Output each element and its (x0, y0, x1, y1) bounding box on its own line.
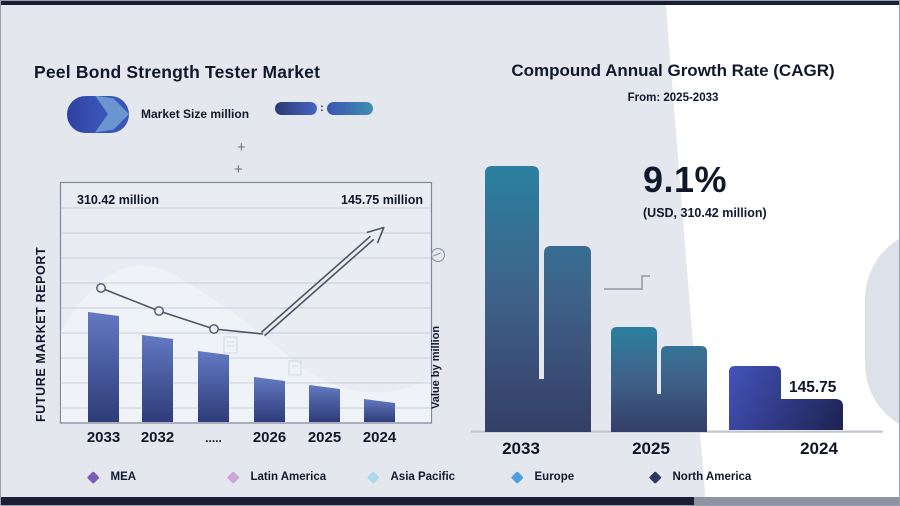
value-axis-label: Value by million (430, 325, 442, 409)
cagr-subtitle: From: 2025-2033 (627, 92, 719, 104)
diamond-icon (511, 470, 524, 484)
svg-text:.....: ..... (205, 431, 222, 445)
legend-item: North America (649, 466, 752, 488)
step-line-decoration (604, 275, 650, 290)
legend-label: MEA (110, 471, 137, 483)
market-size-chart: 310.42 million 145.75 million 2033 2032....… (59, 181, 433, 446)
series-label: Market Size million (141, 107, 250, 121)
plus-icon: + (237, 139, 246, 156)
minus-circle-icon (431, 248, 445, 262)
diamond-icon (367, 470, 380, 484)
legend-item: Latin America (227, 466, 327, 488)
pill-colon: : (320, 102, 324, 114)
legend-item: MEA (87, 466, 137, 488)
region-legend: MEA Latin America Asia Pacific Europe No… (1, 466, 899, 488)
legend-item: Asia Pacific (367, 466, 456, 488)
bottom-frame-bar (1, 497, 899, 505)
svg-text:310.42 million: 310.42 million (77, 193, 159, 207)
watermark-label: FUTURE MARKET REPORT (34, 246, 48, 422)
cylinder-facet (95, 95, 129, 133)
svg-text:2026: 2026 (253, 429, 286, 446)
ratio-pills: : (275, 102, 373, 115)
legend-label: Asia Pacific (390, 471, 456, 483)
svg-text:2025: 2025 (308, 429, 341, 446)
svg-text:2032: 2032 (141, 429, 174, 446)
cagr-value: 9.1% (643, 159, 728, 200)
cagr-chart: 145.75 2033 2025 2024 (471, 166, 883, 458)
svg-text:2024: 2024 (363, 429, 397, 446)
pill-navy-icon (275, 102, 317, 115)
cylinder-icon (67, 95, 129, 133)
series-header: Market Size million (67, 94, 249, 134)
diamond-icon (649, 470, 662, 484)
plus-icon: + (234, 161, 243, 178)
svg-text:2033: 2033 (502, 439, 540, 458)
svg-text:2024: 2024 (800, 439, 838, 458)
legend-label: Europe (534, 471, 575, 483)
cagr-block: 9.1% (USD, 310.42 million) (643, 159, 767, 220)
legend-label: Latin America (250, 471, 327, 483)
cagr-title: Compound Annual Growth Rate (CAGR) (511, 61, 835, 80)
cagr-detail: (USD, 310.42 million) (643, 206, 767, 220)
pill-teal-icon (326, 102, 373, 115)
diamond-icon (87, 470, 100, 484)
svg-text:145.75: 145.75 (789, 379, 837, 396)
legend-label: North America (672, 471, 752, 483)
svg-text:2025: 2025 (632, 439, 670, 458)
svg-text:2033: 2033 (87, 429, 120, 446)
top-frame-bar (1, 1, 899, 5)
legend-item: Europe (511, 466, 575, 488)
page-title: Peel Bond Strength Tester Market (34, 62, 321, 82)
diamond-icon (227, 470, 240, 484)
svg-text:145.75 million: 145.75 million (341, 193, 423, 207)
